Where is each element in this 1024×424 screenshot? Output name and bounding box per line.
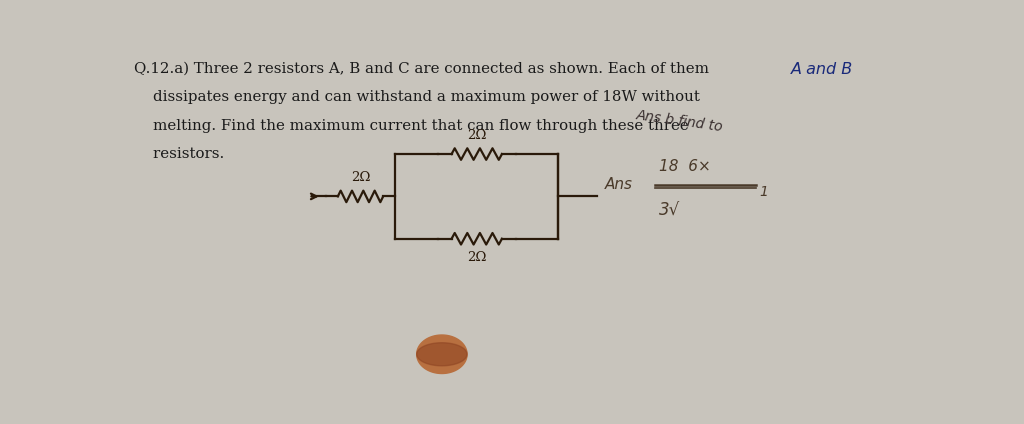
Text: Ans b find to: Ans b find to	[636, 108, 724, 134]
Text: A and B: A and B	[791, 61, 853, 77]
Text: melting. Find the maximum current that can flow through these three: melting. Find the maximum current that c…	[134, 119, 689, 133]
Text: 18  6×: 18 6×	[658, 159, 711, 174]
Text: resistors.: resistors.	[134, 147, 224, 161]
Text: 2Ω: 2Ω	[467, 251, 486, 264]
Text: 3√: 3√	[658, 202, 680, 220]
Text: 1: 1	[760, 185, 768, 199]
Text: 2Ω: 2Ω	[467, 129, 486, 142]
Text: dissipates energy and can withstand a maximum power of 18W without: dissipates energy and can withstand a ma…	[134, 90, 700, 104]
Polygon shape	[417, 343, 467, 366]
Text: Q.12.a) Three 2 resistors A, B and C are connected as shown. Each of them: Q.12.a) Three 2 resistors A, B and C are…	[134, 61, 710, 75]
Text: 2Ω: 2Ω	[351, 171, 371, 184]
Polygon shape	[417, 335, 467, 374]
Text: Ans: Ans	[604, 177, 633, 192]
